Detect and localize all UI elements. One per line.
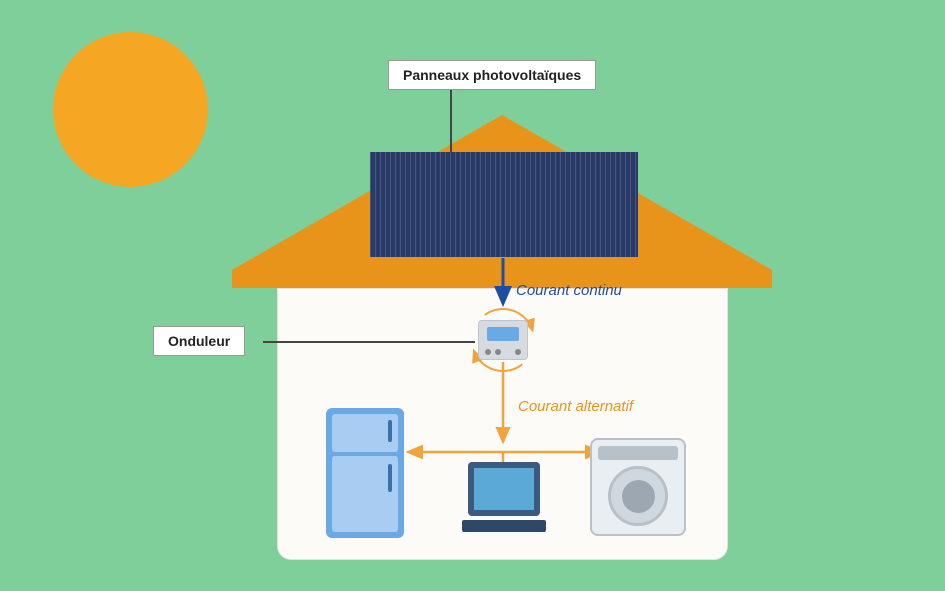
- laptop-display: [474, 468, 534, 510]
- fridge-handle-icon: [388, 420, 392, 442]
- callout-inverter: [263, 341, 475, 343]
- fridge-icon: [326, 408, 404, 538]
- label-inverter: Onduleur: [153, 326, 245, 356]
- laptop-icon: [462, 462, 546, 532]
- inverter-screen-icon: [487, 327, 519, 341]
- label-ac-current: Courant alternatif: [518, 398, 633, 415]
- label-panels: Panneaux photovoltaïques: [388, 60, 596, 90]
- panel-segment: [460, 152, 548, 257]
- inverter-knob-icon: [485, 349, 491, 355]
- inverter-knob-icon: [495, 349, 501, 355]
- panel-segment: [370, 152, 458, 257]
- panel-segment: [550, 152, 638, 257]
- inverter-device: [478, 320, 528, 360]
- washer-icon: [590, 438, 686, 536]
- solar-panel: [370, 152, 638, 257]
- laptop-screen: [468, 462, 540, 516]
- washer-drum-inner: [622, 480, 655, 513]
- fridge-handle-icon: [388, 464, 392, 492]
- inverter-knob-icon: [515, 349, 521, 355]
- label-dc-current: Courant continu: [516, 282, 622, 299]
- washer-control-panel: [598, 446, 678, 460]
- laptop-base: [462, 520, 546, 532]
- callout-panels: [450, 90, 452, 152]
- sun-icon: [53, 32, 208, 187]
